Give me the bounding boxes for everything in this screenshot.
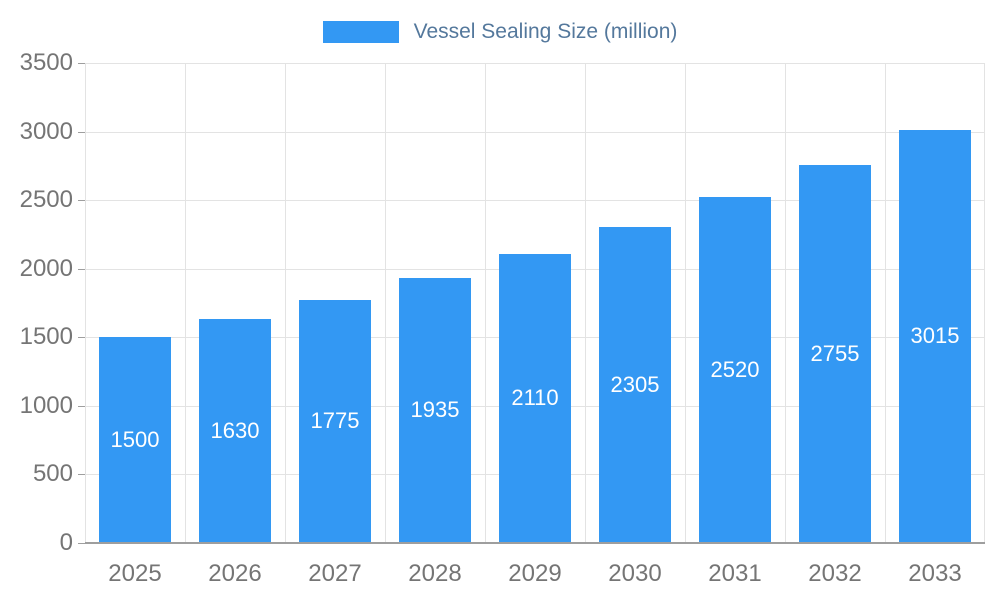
h-gridline — [85, 63, 985, 64]
v-gridline — [185, 63, 186, 543]
x-axis-label: 2032 — [808, 560, 862, 587]
y-axis-label: 500 — [32, 460, 73, 488]
x-axis-label: 2027 — [308, 560, 362, 587]
v-gridline — [385, 63, 386, 543]
v-gridline — [885, 63, 886, 543]
chart-legend[interactable]: Vessel Sealing Size (million) — [0, 19, 1000, 45]
y-axis-label: 1500 — [19, 323, 73, 351]
bar[interactable] — [699, 197, 771, 543]
bar-value-label: 2520 — [710, 357, 760, 383]
y-axis-tick — [78, 337, 85, 339]
y-axis-tick — [78, 268, 85, 270]
bar-value-label: 3015 — [910, 323, 960, 349]
x-axis-label: 2026 — [208, 560, 262, 587]
bar[interactable] — [299, 299, 371, 543]
x-axis-label: 2029 — [508, 560, 562, 587]
plot-area: 0 500 1000 1500 2000 2500 3000 3500 1500 2025 1630… — [20, 51, 985, 586]
bar[interactable] — [399, 277, 471, 543]
y-axis-tick — [78, 543, 85, 544]
v-gridline — [984, 63, 985, 543]
h-gridline — [85, 200, 985, 202]
legend-swatch-icon — [322, 21, 399, 43]
bar-value-label: 1775 — [310, 408, 360, 434]
v-gridline — [685, 63, 686, 543]
bar-value-label: 2305 — [610, 371, 660, 397]
y-axis-label: 2500 — [19, 186, 73, 214]
y-axis-label: 3000 — [19, 117, 73, 145]
h-gridline — [85, 131, 985, 133]
v-gridline — [285, 63, 286, 543]
x-axis-label: 2031 — [708, 560, 762, 587]
bar[interactable] — [99, 337, 171, 543]
x-axis-label: 2028 — [408, 560, 462, 587]
bar[interactable] — [499, 253, 571, 543]
legend-label: Vessel Sealing Size (million) — [413, 20, 678, 43]
bar[interactable] — [599, 226, 671, 543]
y-axis-label: 2000 — [19, 254, 73, 282]
y-axis-tick — [78, 131, 85, 133]
bar[interactable] — [199, 319, 271, 543]
y-axis-label: 3500 — [19, 49, 73, 76]
v-gridline — [85, 63, 86, 543]
x-axis-line — [85, 542, 985, 544]
v-gridline — [585, 63, 586, 543]
bar[interactable] — [899, 129, 971, 543]
x-axis-label: 2030 — [608, 560, 662, 587]
bar-value-label: 2110 — [511, 385, 559, 411]
bar[interactable] — [799, 165, 871, 543]
bar-value-label: 1935 — [410, 397, 460, 423]
x-axis-label: 2025 — [108, 560, 162, 587]
v-gridline — [785, 63, 786, 543]
x-axis-label: 2033 — [908, 560, 962, 587]
y-axis-label: 0 — [59, 529, 73, 556]
y-axis-tick — [78, 474, 85, 476]
y-axis-tick — [78, 200, 85, 202]
y-axis-label: 1000 — [19, 391, 73, 419]
bar-value-label: 1630 — [210, 418, 260, 444]
y-axis-tick — [78, 405, 85, 407]
bar-value-label: 1500 — [110, 427, 160, 453]
v-gridline — [485, 63, 486, 543]
bar-value-label: 2755 — [810, 341, 860, 367]
y-axis-tick — [78, 63, 85, 64]
